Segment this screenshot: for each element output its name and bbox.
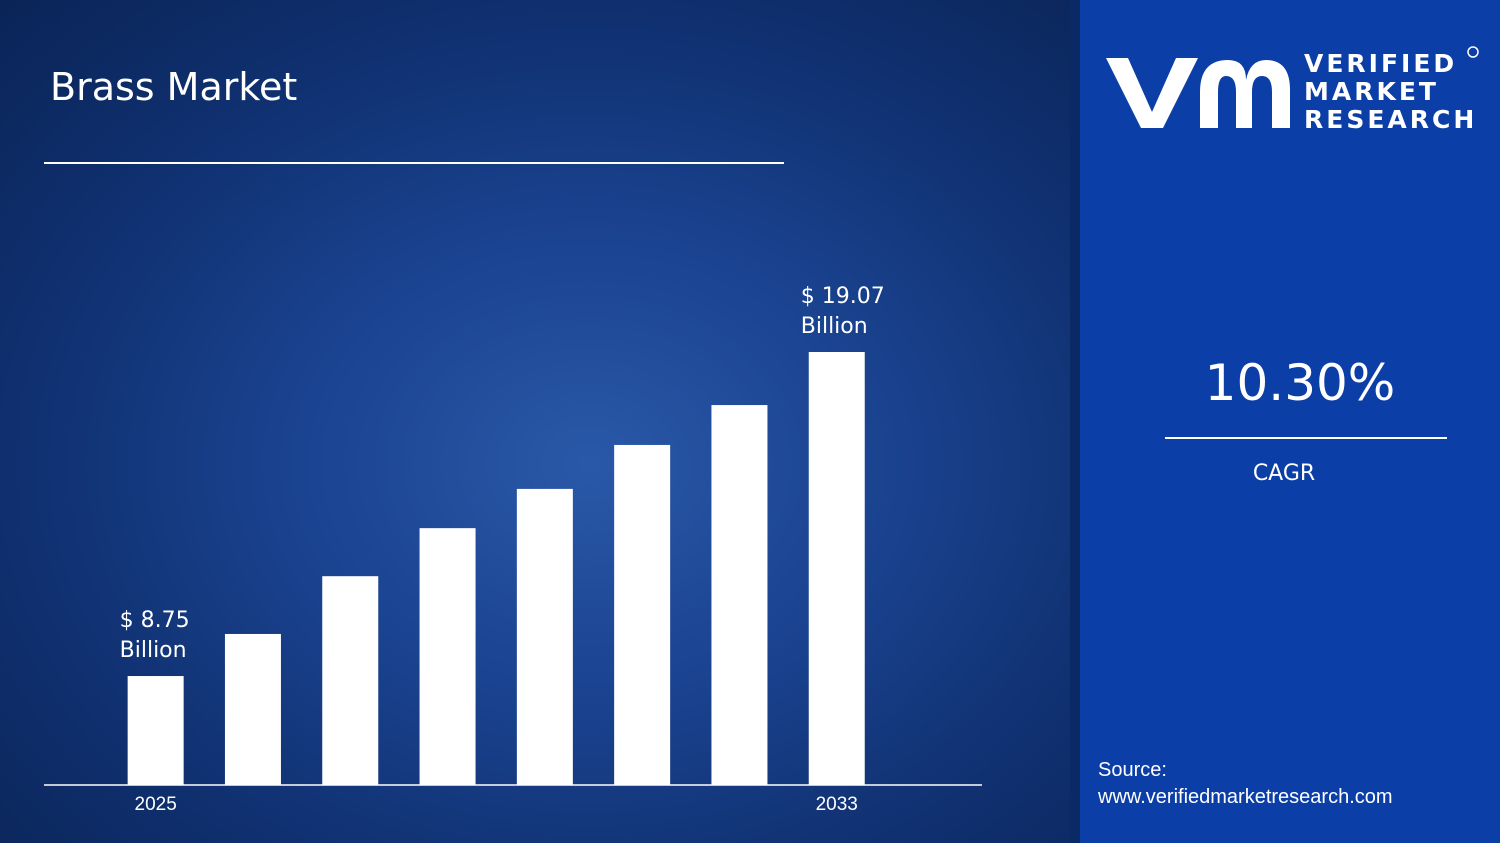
cagr-value: 10.30% xyxy=(1205,354,1396,412)
logo-v xyxy=(1106,58,1198,128)
bar xyxy=(127,676,184,785)
x-tick-label: 2033 xyxy=(816,794,858,815)
source-url: www.verifiedmarketresearch.com xyxy=(1097,786,1393,808)
logo-text: MARKET xyxy=(1304,77,1439,106)
cagr-label: CAGR xyxy=(1253,461,1315,486)
value-label: $ 8.75 Billion xyxy=(119,608,190,664)
logo: VERIFIED MARKET RESEARCH xyxy=(1106,46,1479,134)
bar xyxy=(808,352,865,785)
bar xyxy=(322,576,379,785)
value-label: $ 19.07 Billion xyxy=(800,284,885,339)
bar xyxy=(614,444,671,785)
bar xyxy=(419,528,476,785)
bar xyxy=(711,405,768,785)
bar xyxy=(224,633,281,785)
divider xyxy=(1070,0,1080,843)
registered-mark xyxy=(1467,46,1479,58)
logo-text: VERIFIED xyxy=(1304,49,1457,78)
logo-text: RESEARCH xyxy=(1304,105,1477,134)
bar xyxy=(516,488,573,785)
source-label: Source: xyxy=(1098,759,1167,781)
chart-title: Brass Market xyxy=(50,65,297,109)
x-tick-label: 2025 xyxy=(135,794,177,815)
logo-m xyxy=(1200,60,1290,128)
